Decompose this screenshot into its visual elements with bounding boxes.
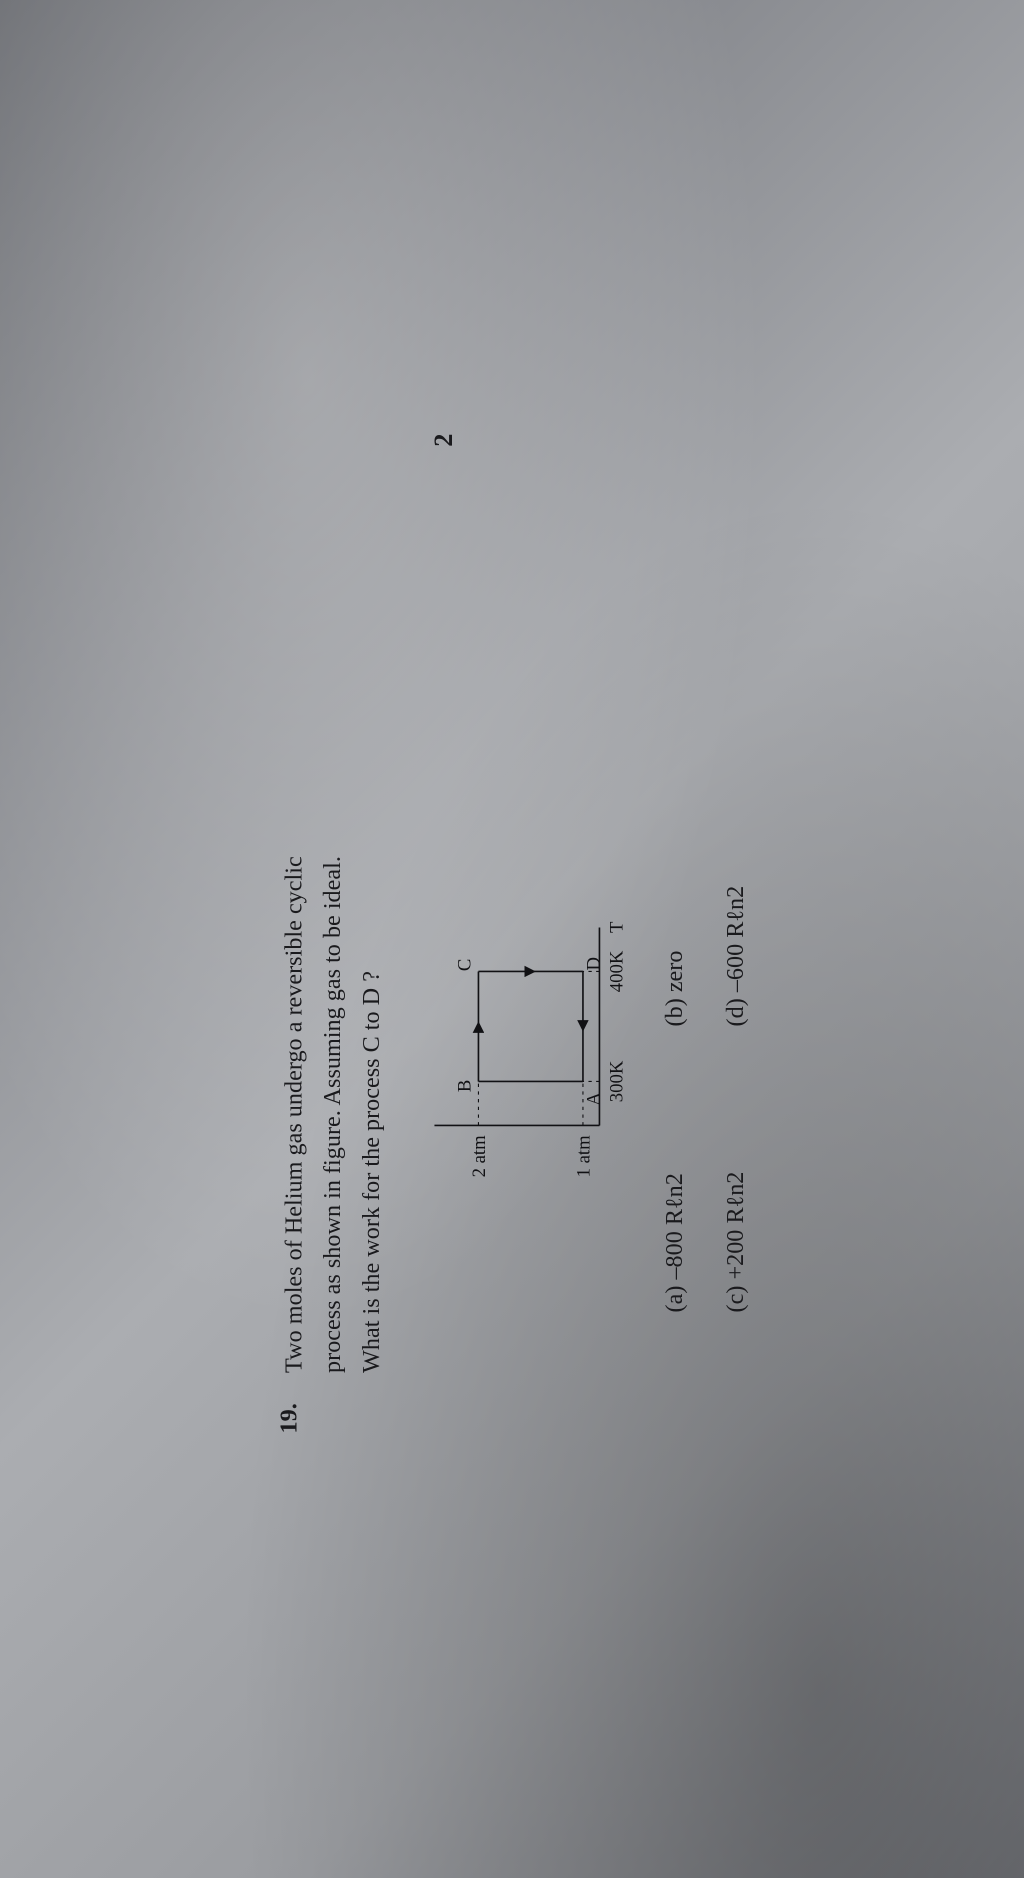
svg-text:A: A — [584, 1092, 605, 1106]
svg-text:1 atm: 1 atm — [574, 1135, 595, 1178]
pt-diagram: 2 atm 1 atm 300K 400K T B C D A — [418, 916, 638, 1202]
option-c: (c) +200 Rℓn2 — [721, 1026, 749, 1312]
svg-text:B: B — [455, 1080, 476, 1092]
question-number: 19. — [274, 1403, 302, 1433]
svg-text:400K: 400K — [607, 950, 628, 992]
svg-text:D: D — [584, 957, 605, 971]
svg-text:300K: 300K — [607, 1060, 628, 1102]
svg-text:2 atm: 2 atm — [469, 1135, 490, 1178]
diagram-svg: 2 atm 1 atm 300K 400K T B C D A — [418, 916, 638, 1202]
next-page-number: 2 — [428, 434, 458, 447]
stem-line-1: Two moles of Helium gas undergo a revers… — [280, 856, 307, 1373]
answer-options: (a) –800 Rℓn2 (b) zero (c) +200 Rℓn2 (d)… — [660, 450, 749, 1312]
svg-text:T: T — [607, 921, 628, 933]
question-stem: Two moles of Helium gas undergo a revers… — [274, 465, 390, 1373]
stem-line-3: What is the work for the process C to D … — [357, 971, 384, 1373]
option-d: (d) –600 Rℓn2 — [721, 740, 749, 1026]
stem-line-2: process as shown in figure. Assuming gas… — [319, 856, 346, 1373]
svg-text:C: C — [455, 959, 476, 971]
page-content: 19. Two moles of Helium gas undergo a re… — [230, 423, 793, 1456]
option-b: (b) zero — [660, 740, 688, 1026]
option-a: (a) –800 Rℓn2 — [660, 1026, 688, 1312]
